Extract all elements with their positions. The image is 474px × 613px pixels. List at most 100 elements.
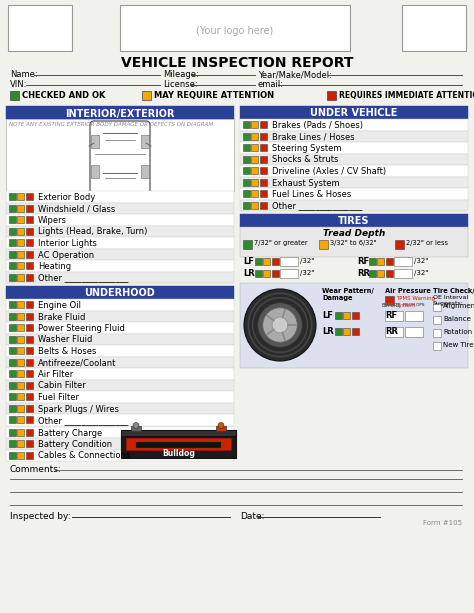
Text: Exterior Body: Exterior Body [38,193,95,202]
Bar [335,328,342,335]
Text: Battery Condition: Battery Condition [38,440,112,449]
Text: UNDERHOOD: UNDERHOOD [85,289,155,299]
Text: Year/Make/Model:: Year/Make/Model: [258,70,332,79]
Bar [126,438,231,450]
Bar [433,316,441,324]
Bar [18,205,25,211]
Bar [6,260,234,272]
Bar [18,193,25,200]
Bar [9,393,16,400]
Bar [240,106,468,119]
Text: UNDER VEHICLE: UNDER VEHICLE [310,109,398,118]
Text: RR: RR [385,327,398,336]
Text: RF: RF [385,311,397,320]
Bar [255,270,262,277]
Bar [243,144,250,151]
Bar [131,425,141,430]
Bar [252,202,258,208]
Bar [240,165,468,177]
Bar [26,273,33,281]
Bar [352,312,359,319]
Bar [255,258,262,265]
Bar [385,311,403,321]
Text: email:: email: [258,80,284,89]
Bar [243,190,250,197]
Bar [26,239,33,246]
Bar [26,416,33,423]
Bar [252,190,258,197]
Text: Heating: Heating [38,262,71,271]
Text: Tread Depth: Tread Depth [323,229,385,237]
Bar [6,438,234,449]
Bar [433,329,441,337]
Text: License:: License: [163,80,198,89]
Bar [18,428,25,435]
Bar [216,425,226,430]
Bar [260,121,267,128]
Bar [280,269,298,278]
Text: LF: LF [322,311,333,320]
Bar [18,227,25,235]
Text: Interior Lights: Interior Lights [38,239,97,248]
Text: (Your logo here): (Your logo here) [196,26,273,36]
Bar [6,427,234,438]
Bar [243,178,250,186]
Text: 3/32" to 6/32": 3/32" to 6/32" [330,240,377,246]
Text: Mileage:: Mileage: [163,70,199,79]
Bar [6,272,234,283]
Bar [6,237,234,248]
Bar [9,273,16,281]
Text: Other _______________: Other _______________ [38,416,128,425]
Text: Air Pressure: Air Pressure [385,288,431,294]
Bar [9,251,16,257]
Text: Engine Oil: Engine Oil [38,301,81,310]
Bar [272,258,279,265]
Bar [26,359,33,365]
Text: REQUIRES IMMEDIATE ATTENTION: REQUIRES IMMEDIATE ATTENTION [339,91,474,100]
Bar [18,393,25,400]
Bar [18,416,25,423]
Text: Battery Charge: Battery Charge [38,428,102,438]
Bar [8,5,72,51]
Bar [26,335,33,343]
Bar [6,226,234,237]
Circle shape [133,422,139,428]
Bar [9,324,16,331]
Bar [26,381,33,389]
Bar [141,135,149,148]
Bar [433,303,441,311]
Bar [18,381,25,389]
Bar [394,257,412,266]
Bar [6,311,234,322]
Text: Comments:: Comments: [10,465,62,474]
Text: AC Operation: AC Operation [38,251,94,259]
Bar [136,441,221,448]
Bar [9,416,16,423]
Bar [18,273,25,281]
Bar [141,165,149,178]
Text: BEFORE: BEFORE [382,303,401,308]
Circle shape [218,422,224,428]
Bar [240,214,468,227]
Bar [26,227,33,235]
Text: Windshield / Glass: Windshield / Glass [38,205,115,213]
Bar [9,239,16,246]
Text: RECM OPS: RECM OPS [403,303,425,307]
Text: Belts & Hoses: Belts & Hoses [38,347,96,356]
Circle shape [263,308,297,342]
Bar [6,391,234,403]
Bar [369,270,376,277]
Text: System: System [396,303,417,308]
Bar [26,393,33,400]
Bar [26,262,33,269]
Bar [6,119,234,191]
Bar [18,251,25,257]
Bar [26,347,33,354]
Bar [386,258,393,265]
Bar [6,368,234,379]
Bar [18,313,25,319]
Text: RF: RF [357,257,369,266]
Text: 7/32" or greater: 7/32" or greater [254,240,308,246]
Bar [405,327,423,337]
Text: Antifreeze/Coolant: Antifreeze/Coolant [38,359,117,368]
